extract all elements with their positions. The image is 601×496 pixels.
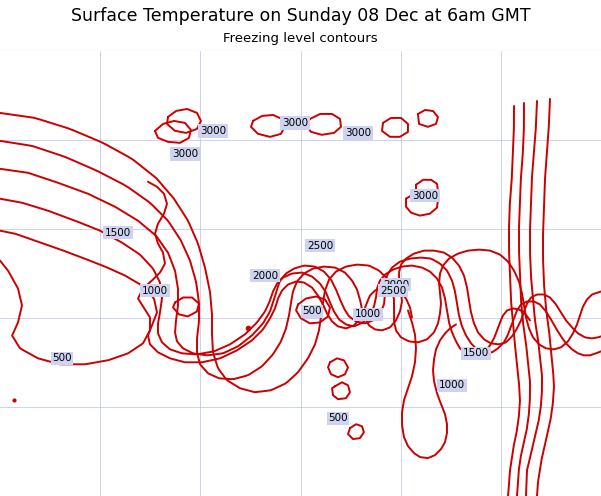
Text: Surface Temperature on Sunday 08 Dec at 6am GMT: Surface Temperature on Sunday 08 Dec at … xyxy=(71,7,530,25)
Text: 500: 500 xyxy=(52,353,72,364)
Text: 500: 500 xyxy=(328,413,348,423)
Text: 1000: 1000 xyxy=(439,380,465,390)
Text: 1000: 1000 xyxy=(142,286,168,296)
Text: 2500: 2500 xyxy=(307,241,333,250)
Text: 3000: 3000 xyxy=(282,118,308,128)
Text: 1500: 1500 xyxy=(463,348,489,358)
Text: 3000: 3000 xyxy=(412,191,438,201)
Text: 2000: 2000 xyxy=(383,280,409,290)
Text: 2500: 2500 xyxy=(380,286,406,296)
Text: 1500: 1500 xyxy=(105,228,131,238)
Text: 3000: 3000 xyxy=(345,128,371,138)
Text: 3000: 3000 xyxy=(200,126,226,136)
Text: 1000: 1000 xyxy=(355,310,381,319)
Text: 500: 500 xyxy=(302,307,322,316)
Text: 3000: 3000 xyxy=(172,149,198,159)
Text: Freezing level contours: Freezing level contours xyxy=(223,32,378,45)
Text: 2000: 2000 xyxy=(252,270,278,281)
